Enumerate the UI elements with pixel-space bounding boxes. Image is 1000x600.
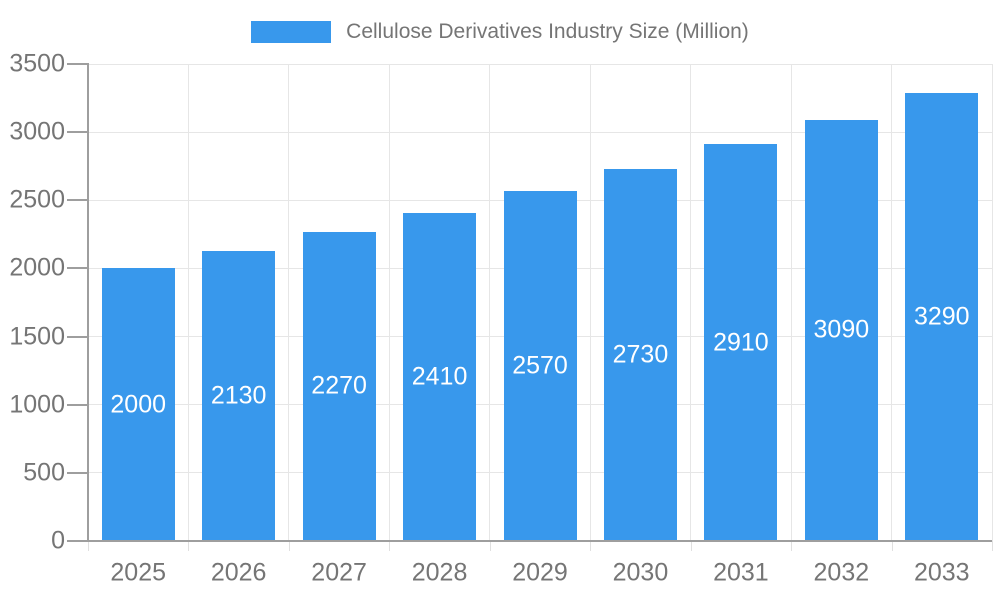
y-axis-tick-label: 2500	[9, 185, 65, 214]
bar-value-label: 3090	[813, 315, 870, 344]
x-axis-tick-label: 2032	[813, 558, 870, 587]
x-axis-tick	[188, 541, 190, 551]
x-gridline	[288, 64, 290, 541]
y-axis-tick-label: 1500	[9, 322, 65, 351]
x-axis-tick	[891, 541, 893, 551]
x-axis-tick-label: 2028	[411, 558, 468, 587]
x-axis-line	[87, 540, 992, 542]
x-gridline	[187, 64, 189, 541]
x-axis-tick-label: 2031	[713, 558, 769, 587]
x-axis-tick	[791, 541, 793, 551]
x-axis-tick	[288, 541, 290, 551]
x-axis-tick-label: 2030	[612, 558, 669, 587]
x-axis-tick-label: 2025	[110, 558, 167, 587]
legend-swatch	[251, 21, 332, 43]
legend-label: Cellulose Derivatives Industry Size (Mil…	[346, 20, 749, 43]
y-axis-tick	[67, 540, 89, 542]
y-axis-tick-label: 2000	[9, 253, 65, 282]
y-axis-tick	[67, 131, 89, 134]
x-axis-tick	[389, 541, 391, 551]
x-axis-tick-label: 2026	[210, 558, 267, 587]
y-axis-tick	[67, 199, 89, 202]
bar-2033[interactable]	[905, 92, 979, 541]
y-axis-tick	[67, 471, 89, 474]
x-axis-tick	[992, 541, 993, 551]
y-axis-tick-label: 0	[51, 526, 65, 555]
plot-area: 2000 2130 2270 2410 2570 2730 2910 3090 3290	[88, 63, 993, 541]
y-axis-tick-label: 3000	[9, 117, 65, 146]
bar-value-label: 2730	[612, 340, 669, 369]
bar-value-label: 2410	[411, 362, 468, 391]
y-axis-tick	[67, 267, 89, 270]
y-axis-tick	[67, 335, 89, 338]
y-axis-tick-label: 3500	[9, 49, 65, 78]
y-axis-tick-label: 1000	[9, 390, 65, 419]
bar-value-label: 2570	[512, 351, 568, 380]
bar-2025[interactable]	[101, 268, 175, 541]
x-gridline	[489, 64, 491, 541]
y-axis-tick-label: 500	[23, 458, 65, 487]
x-axis-tick-label: 2027	[311, 558, 367, 587]
bar-2029[interactable]	[503, 190, 577, 541]
bar-value-label: 2130	[210, 381, 267, 410]
bar-value-label: 2910	[713, 328, 769, 357]
y-axis-tick	[67, 63, 89, 65]
bar-value-label: 2000	[110, 390, 167, 419]
x-gridline	[690, 64, 692, 541]
chart-legend[interactable]: Cellulose Derivatives Industry Size (Mil…	[0, 17, 1000, 47]
x-axis-tick	[690, 541, 692, 551]
bar-2026[interactable]	[202, 250, 276, 541]
bar-2030[interactable]	[603, 168, 677, 541]
x-axis-tick	[489, 541, 491, 551]
x-gridline	[388, 64, 390, 541]
bar-2031[interactable]	[704, 144, 778, 541]
x-gridline	[790, 64, 792, 541]
bar-2028[interactable]	[403, 212, 477, 541]
y-axis-tick	[67, 403, 89, 406]
y-gridline	[88, 131, 992, 133]
bar-2027[interactable]	[302, 231, 376, 541]
x-axis-tick	[590, 541, 592, 551]
bar-value-label: 3290	[913, 302, 970, 331]
y-axis-line	[87, 64, 89, 541]
bar-value-label: 2270	[311, 371, 367, 400]
x-axis-tick	[88, 541, 89, 551]
x-gridline	[991, 64, 993, 541]
x-axis-tick-label: 2029	[512, 558, 568, 587]
bar-2032[interactable]	[804, 119, 878, 541]
x-axis-tick-label: 2033	[913, 558, 970, 587]
x-gridline	[589, 64, 591, 541]
y-gridline	[88, 63, 992, 65]
x-gridline	[891, 64, 893, 541]
